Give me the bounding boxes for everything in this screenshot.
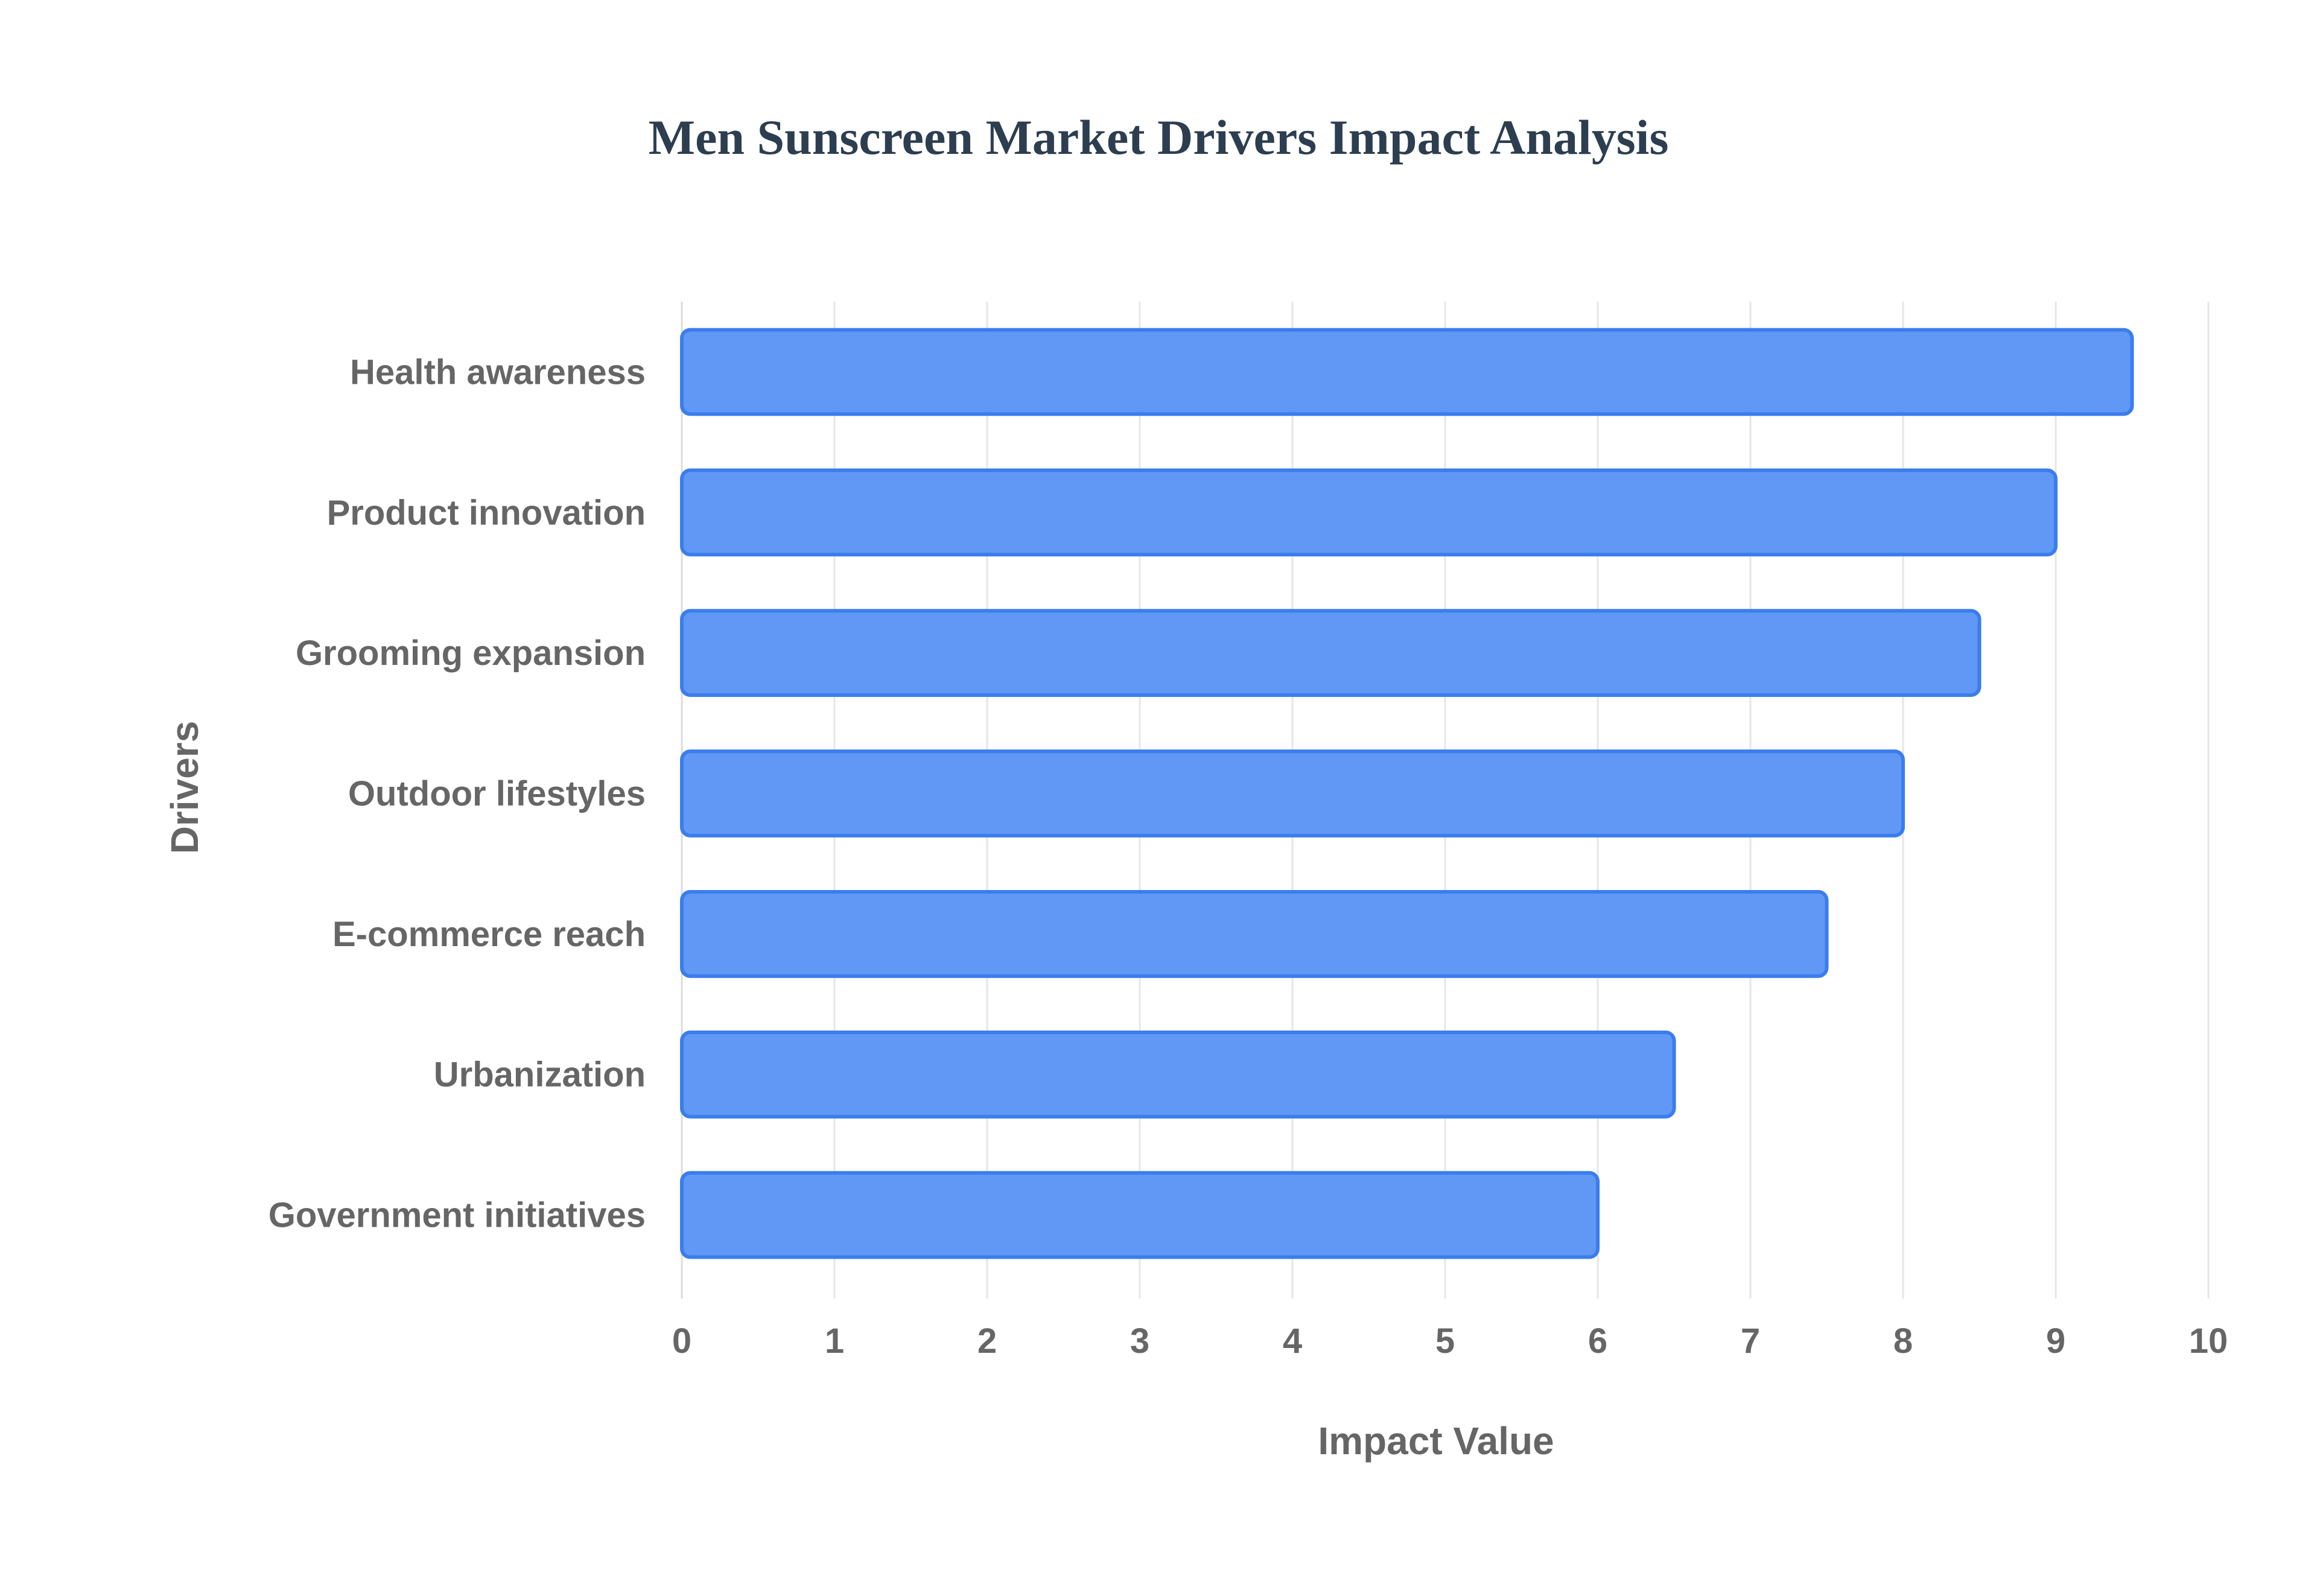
y-tick-label: Outdoor lifestyles [348, 774, 646, 813]
bar [680, 468, 2058, 557]
y-tick-label: Urbanization [434, 1055, 646, 1095]
bar [680, 1171, 1600, 1259]
x-tick-label: 0 [672, 1321, 691, 1361]
x-tick-label: 6 [1588, 1321, 1607, 1361]
x-tick-label: 8 [1893, 1321, 1913, 1361]
x-tick-label: 1 [825, 1321, 844, 1361]
x-tick-label: 3 [1130, 1321, 1149, 1361]
y-axis-tick-labels: Health awareness Product innovation Groomi… [269, 352, 646, 1235]
y-tick-label: Product innovation [327, 493, 646, 532]
x-tick-label: 10 [2189, 1321, 2228, 1361]
x-tick-label: 5 [1435, 1321, 1455, 1361]
bar [680, 328, 2134, 416]
y-tick-label: Grooming expansion [296, 634, 646, 673]
x-tick-label: 2 [977, 1321, 997, 1361]
bar [680, 749, 1905, 838]
y-axis-label: Drivers [163, 721, 206, 854]
x-axis-tick-labels: 0 1 2 3 4 5 6 7 8 9 10 [672, 1321, 2228, 1361]
bar [680, 1030, 1676, 1119]
y-tick-label: Health awareness [350, 352, 646, 392]
chart-title: Men Sunscreen Market Drivers Impact Anal… [649, 110, 1669, 165]
y-tick-label: E-commerce reach [332, 915, 646, 954]
x-tick-label: 9 [2046, 1321, 2065, 1361]
y-tick-label: Government initiatives [269, 1196, 646, 1235]
bar [680, 609, 1982, 697]
x-tick-label: 4 [1283, 1321, 1302, 1361]
x-axis-label: Impact Value [1318, 1419, 1554, 1463]
bar [680, 890, 1829, 978]
x-tick-label: 7 [1741, 1321, 1760, 1361]
bars [680, 328, 2134, 1259]
